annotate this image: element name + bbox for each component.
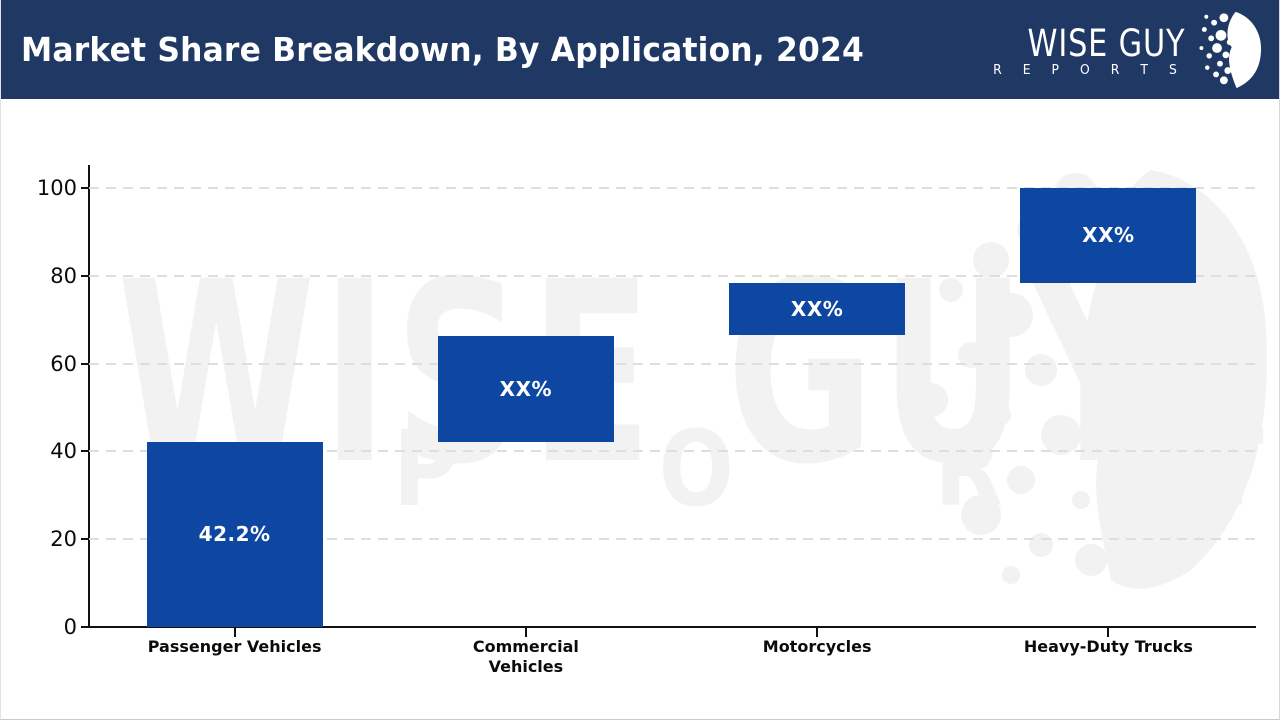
y-tick-label-20: 20 xyxy=(50,527,77,552)
x-tick-label-commercial-vehicles: Commercial Vehicles xyxy=(472,637,579,676)
gridline-100 xyxy=(89,187,1258,189)
x-tick-mark-motorcycles xyxy=(816,628,819,637)
y-tick-mark-100 xyxy=(81,187,89,189)
y-tick-mark-0 xyxy=(81,626,89,628)
bar-passenger-vehicles: 42.2% xyxy=(146,441,323,627)
brand-logo: WISE GUY R E P O R T S xyxy=(993,8,1263,92)
x-axis-line xyxy=(88,626,1256,628)
y-tick-label-80: 80 xyxy=(50,263,77,288)
header-band: Market Share Breakdown, By Application, … xyxy=(1,0,1279,99)
x-tick-label-passenger-vehicles: Passenger Vehicles xyxy=(147,637,322,656)
y-tick-mark-40 xyxy=(81,450,89,453)
page-title: Market Share Breakdown, By Application, … xyxy=(21,30,865,69)
bar-heavy-duty-trucks: XX% xyxy=(1020,188,1197,283)
gridline-40 xyxy=(89,450,1258,453)
bar-value-label-motorcycles: XX% xyxy=(790,297,844,322)
x-tick-mark-heavy-duty-trucks xyxy=(1107,628,1110,637)
y-tick-mark-80 xyxy=(81,274,89,277)
x-tick-label-heavy-duty-trucks: Heavy-Duty Trucks xyxy=(1023,637,1193,656)
bar-value-label-passenger-vehicles: 42.2% xyxy=(198,522,271,547)
bar-motorcycles: XX% xyxy=(729,282,906,336)
gridline-60 xyxy=(89,362,1258,365)
y-tick-label-40: 40 xyxy=(50,439,77,464)
brand-name-text: WISE GUY xyxy=(1027,22,1185,65)
y-tick-mark-20 xyxy=(81,538,89,541)
plot-area: 0 20 40 60 80 100 42.2% Passenger Vehicles XX% Co… xyxy=(1,99,1279,719)
x-tick-mark-commercial-vehicles xyxy=(524,628,527,637)
y-axis-line xyxy=(88,165,90,628)
wiseguy-face-icon xyxy=(1199,11,1262,89)
gridline-80 xyxy=(89,274,1258,277)
x-tick-label-motorcycles: Motorcycles xyxy=(762,637,872,656)
y-tick-mark-60 xyxy=(81,362,89,365)
bar-value-label-commercial-vehicles: XX% xyxy=(499,376,553,401)
y-tick-label-0: 0 xyxy=(63,615,77,639)
gridline-20 xyxy=(89,538,1258,541)
brand-wordmark: WISE GUY R E P O R T S xyxy=(983,22,1185,78)
bar-value-label-heavy-duty-trucks: XX% xyxy=(1082,223,1135,248)
brand-reports-text: R E P O R T S xyxy=(992,63,1185,78)
x-tick-mark-passenger-vehicles xyxy=(233,628,236,637)
bar-commercial-vehicles: XX% xyxy=(437,335,614,442)
y-tick-label-60: 60 xyxy=(50,351,77,376)
y-tick-label-100: 100 xyxy=(36,176,77,200)
